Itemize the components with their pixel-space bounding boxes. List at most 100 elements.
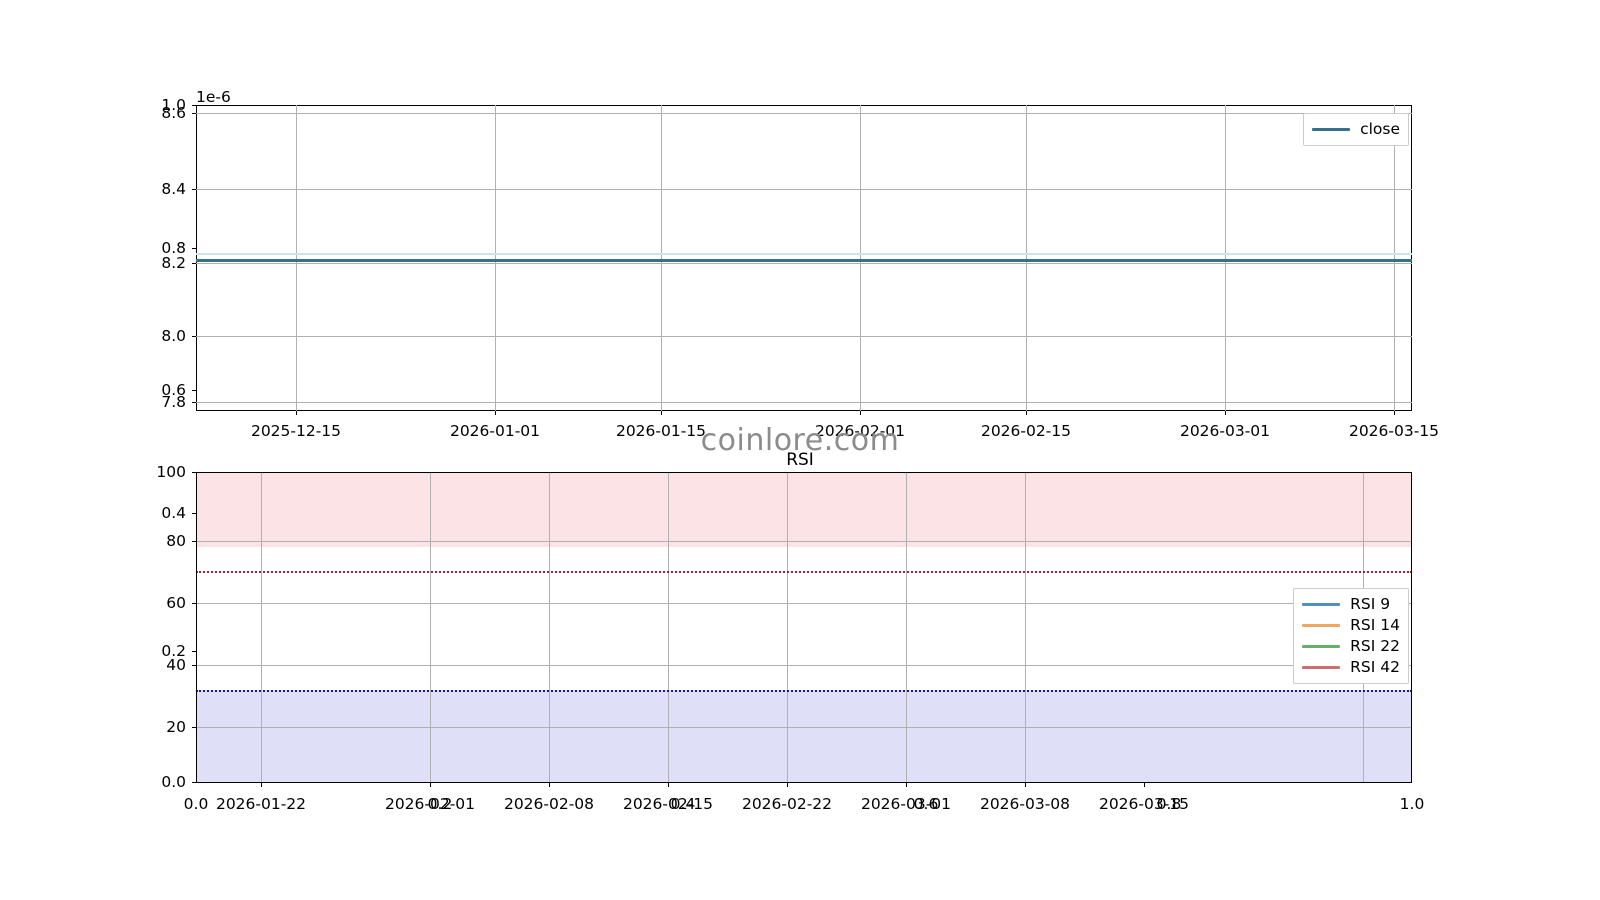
price-xtick-label: 2026-01-01 bbox=[449, 422, 541, 440]
rsi-xtick-label-secondary: 0.0 bbox=[183, 795, 209, 813]
price-gridline-horizontal bbox=[196, 263, 1412, 264]
price-gridline-vertical bbox=[1394, 105, 1395, 411]
rsi-gridline-vertical bbox=[261, 472, 262, 783]
legend-item-close[interactable]: close bbox=[1312, 119, 1400, 140]
price-ytick-label: 8.4 bbox=[161, 180, 186, 198]
legend-item-rsi-14[interactable]: RSI 14 bbox=[1302, 615, 1400, 636]
rsi-gridline-vertical bbox=[668, 472, 669, 783]
price-gridline-horizontal bbox=[196, 113, 1412, 114]
price-gridline-horizontal bbox=[196, 189, 1412, 190]
rsi-ytick-label: 100 bbox=[156, 463, 186, 481]
close-series-highlight bbox=[196, 253, 1412, 255]
price-ytick-mark bbox=[192, 263, 196, 264]
price-xtick-label: 2026-03-15 bbox=[1348, 422, 1440, 440]
rsi-xtick-mark bbox=[787, 783, 788, 787]
price-xtick-label: 2026-02-01 bbox=[814, 422, 906, 440]
rsi-xtick-mark bbox=[1025, 783, 1026, 787]
close-series-line bbox=[196, 259, 1412, 262]
legend-item-rsi-9[interactable]: RSI 9 bbox=[1302, 594, 1400, 615]
price-gridline-vertical bbox=[296, 105, 297, 411]
rsi-xtick-label: 2026-03-08 bbox=[979, 795, 1071, 813]
rsi-ytick-mark bbox=[192, 472, 196, 473]
watermark-text: coinlore.com bbox=[700, 423, 900, 458]
rsi-panel-title: RSI bbox=[786, 450, 814, 470]
rsi-xtick-label-secondary: 1.0 bbox=[1399, 795, 1425, 813]
rsi-gridline-horizontal bbox=[196, 782, 1412, 783]
price-xtick-label: 2026-02-15 bbox=[980, 422, 1072, 440]
price-gridline-vertical bbox=[1026, 105, 1027, 411]
price-gridline-vertical bbox=[495, 105, 496, 411]
price-gridline-vertical bbox=[860, 105, 861, 411]
price-gridline-vertical bbox=[1225, 105, 1226, 411]
price-ytick-label: 8.2 bbox=[161, 254, 186, 272]
legend-swatch-rsi-14 bbox=[1302, 624, 1341, 627]
rsi-ytick-mark bbox=[192, 541, 196, 542]
rsi-ytick-mark bbox=[192, 603, 196, 604]
rsi-xtick-label-secondary: 0.8 bbox=[1156, 795, 1182, 813]
price-xtick-mark bbox=[495, 411, 496, 415]
legend-item-rsi-22[interactable]: RSI 22 bbox=[1302, 636, 1400, 657]
rsi-oversold-band bbox=[196, 690, 1412, 783]
rsi-overbought-band bbox=[196, 472, 1412, 547]
legend-item-rsi-42[interactable]: RSI 42 bbox=[1302, 657, 1400, 678]
rsi-ytick-label: 0.0 bbox=[161, 773, 186, 791]
rsi-ytick-label-secondary: 0.4 bbox=[161, 504, 186, 522]
rsi-xtick-label: 2026-02-15 bbox=[622, 795, 714, 813]
legend-label-rsi-22: RSI 22 bbox=[1350, 636, 1400, 655]
rsi-gridline-horizontal bbox=[196, 665, 1412, 666]
rsi-oversold-threshold-line bbox=[196, 690, 1412, 692]
price-xtick-label: 2026-03-01 bbox=[1179, 422, 1271, 440]
price-gridline-vertical bbox=[661, 105, 662, 411]
price-ytick-mark bbox=[192, 113, 196, 114]
price-xtick-mark bbox=[1394, 411, 1395, 415]
rsi-overbought-threshold-line bbox=[196, 571, 1412, 573]
rsi-gridline-vertical bbox=[430, 472, 431, 783]
legend-label-rsi-14: RSI 14 bbox=[1350, 615, 1400, 634]
rsi-xtick-label: 2026-02-01 bbox=[384, 795, 476, 813]
rsi-ytick-label: 20 bbox=[166, 718, 186, 736]
rsi-chart-legend[interactable]: RSI 9 RSI 14 RSI 22 RSI 42 bbox=[1293, 588, 1409, 684]
price-ytick-label: 7.8 bbox=[161, 393, 186, 411]
rsi-xtick-label: 2026-03-01 bbox=[860, 795, 952, 813]
price-gridline-horizontal bbox=[196, 402, 1412, 403]
price-ytick-mark-secondary bbox=[192, 248, 196, 249]
price-yaxis-offset-text: 1e-6 bbox=[196, 88, 231, 106]
price-ytick-mark bbox=[192, 336, 196, 337]
price-chart-plot-area: close bbox=[196, 105, 1412, 411]
price-xtick-label: 2025-12-15 bbox=[250, 422, 342, 440]
rsi-xtick-mark bbox=[906, 783, 907, 787]
rsi-ytick-mark bbox=[192, 782, 196, 783]
rsi-chart-plot-area: RSI 9 RSI 14 RSI 22 RSI 42 bbox=[196, 472, 1412, 783]
rsi-ytick-label: 40 bbox=[166, 656, 186, 674]
rsi-xtick-label: 2026-01-22 bbox=[215, 795, 307, 813]
price-ytick-mark-secondary bbox=[192, 105, 196, 106]
price-plot-border bbox=[196, 105, 1412, 411]
rsi-xtick-mark bbox=[1144, 783, 1145, 787]
price-xtick-mark bbox=[296, 411, 297, 415]
price-gridline-horizontal bbox=[196, 336, 1412, 337]
price-ytick-label: 8.6 bbox=[161, 104, 186, 122]
rsi-ytick-mark-secondary bbox=[192, 651, 196, 652]
legend-swatch-rsi-22 bbox=[1302, 645, 1341, 648]
legend-swatch-close bbox=[1312, 128, 1351, 131]
rsi-xtick-label-secondary: 0.2 bbox=[427, 795, 453, 813]
price-ytick-mark bbox=[192, 402, 196, 403]
rsi-xtick-label-secondary: 0.4 bbox=[670, 795, 696, 813]
rsi-xtick-label: 2026-02-22 bbox=[741, 795, 833, 813]
price-chart-legend[interactable]: close bbox=[1303, 113, 1409, 146]
price-xtick-mark bbox=[1225, 411, 1226, 415]
rsi-xtick-label: 2026-03-15 bbox=[1098, 795, 1190, 813]
rsi-xtick-label: 2026-02-08 bbox=[503, 795, 595, 813]
rsi-xtick-mark bbox=[261, 783, 262, 787]
price-xtick-mark bbox=[661, 411, 662, 415]
rsi-ytick-mark bbox=[192, 727, 196, 728]
rsi-ytick-mark bbox=[192, 665, 196, 666]
rsi-ytick-label: 60 bbox=[166, 594, 186, 612]
legend-label-rsi-9: RSI 9 bbox=[1350, 594, 1391, 613]
rsi-gridline-vertical bbox=[549, 472, 550, 783]
rsi-ytick-label-secondary: 0.2 bbox=[161, 642, 186, 660]
rsi-gridline-vertical bbox=[1025, 472, 1026, 783]
legend-swatch-rsi-42 bbox=[1302, 666, 1341, 669]
price-xtick-label: 2026-01-15 bbox=[615, 422, 707, 440]
